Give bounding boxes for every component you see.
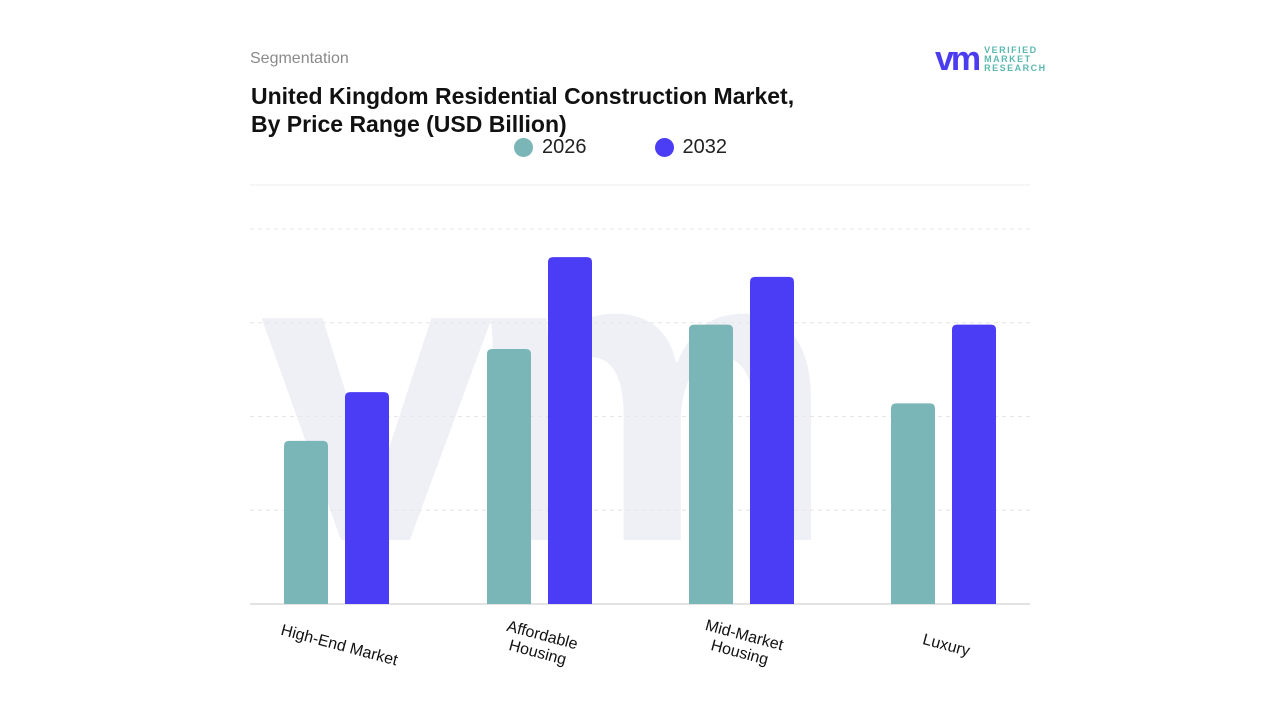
title-line-1: United Kingdom Residential Construction … [251,83,795,109]
chart-title: United Kingdom Residential Construction … [251,82,871,138]
bar-2032-0 [345,392,389,604]
logo-mark: vm [935,40,981,78]
legend-item-2026: 2026 [514,136,587,159]
bar-2032-1 [548,257,592,604]
legend-swatch [514,138,533,157]
bar-2032-2 [750,276,794,604]
x-tick-label: Luxury [921,631,972,660]
legend-swatch [654,138,674,157]
legend-label: 2032 [682,136,728,158]
logo: vm VERIFIED MARKET RESEARCH [935,40,1047,78]
logo-text: VERIFIED MARKET RESEARCH [984,44,1047,73]
legend: 2026 2032 [514,136,727,159]
bar-2026-0 [284,440,328,604]
title-line-2: By Price Range (USD Billion) [251,111,567,137]
bar-2032-3 [952,324,996,604]
bar-2026-1 [487,349,531,604]
legend-label: 2026 [542,136,587,158]
bar-2026-3 [891,403,935,604]
bar-2026-2 [689,324,733,604]
segment-label: Segmentation [250,50,349,67]
legend-item-2032: 2032 [654,136,728,159]
